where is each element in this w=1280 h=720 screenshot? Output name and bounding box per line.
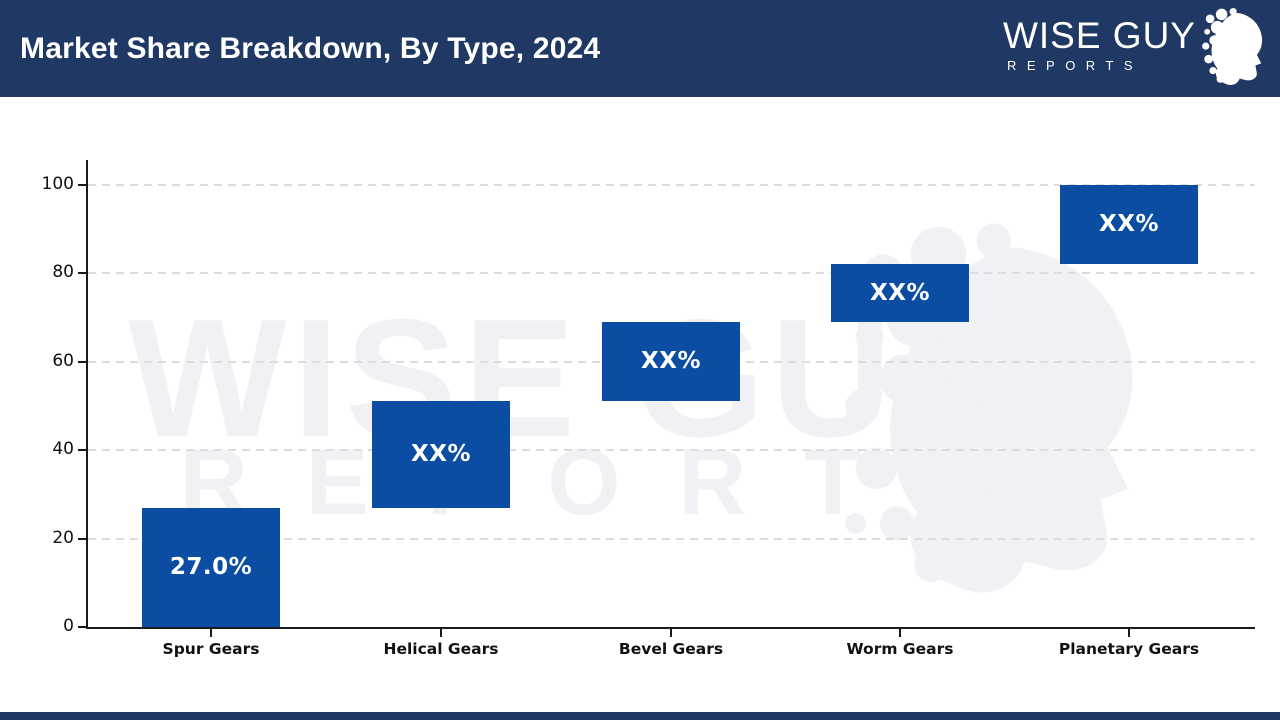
x-axis-tick-3 <box>899 629 901 637</box>
x-axis-tick-1 <box>440 629 442 637</box>
gridline-20 <box>88 537 1255 540</box>
y-axis-tick-40 <box>78 449 86 451</box>
y-axis-label-20: 20 <box>52 527 74 548</box>
x-axis-tick-4 <box>1128 629 1130 637</box>
wise-guy-logo: WISE GUY REPORTS <box>1002 15 1196 73</box>
x-axis-line <box>86 627 1255 629</box>
logo-face-icon <box>1202 7 1263 86</box>
y-axis-tick-100 <box>78 183 86 186</box>
bar-spur-gears: 27.0% <box>142 507 280 627</box>
bar-worm-gears: XX% <box>831 264 969 322</box>
bar-value-label: XX% <box>869 279 930 306</box>
bar-bevel-gears: XX% <box>602 321 740 402</box>
bar-value-label: XX% <box>640 348 701 375</box>
gridline-100 <box>88 183 1255 186</box>
x-axis-tick-2 <box>670 629 672 637</box>
y-axis-line <box>86 160 88 629</box>
x-axis-label-3: Worm Gears <box>846 640 954 658</box>
logo-text-reports: REPORTS <box>1006 57 1144 73</box>
x-axis-label-1: Helical Gears <box>383 640 499 658</box>
y-axis-tick-60 <box>78 360 86 363</box>
gridline-80 <box>88 272 1255 274</box>
y-axis-label-60: 60 <box>52 350 74 371</box>
watermark-face-icon <box>845 223 1133 593</box>
chart-title: Market Share Breakdown, By Type, 2024 <box>20 31 601 65</box>
x-axis-tick-0 <box>210 629 212 637</box>
gridline-40 <box>88 449 1255 451</box>
logo-text-wise-guy: WISE GUY <box>1002 15 1196 56</box>
x-axis-label-2: Bevel Gears <box>618 640 724 658</box>
y-axis-tick-0 <box>78 626 86 628</box>
y-axis-tick-80 <box>78 272 86 274</box>
bar-value-label: XX% <box>1098 211 1159 238</box>
y-axis-label-100: 100 <box>41 173 74 194</box>
y-axis-label-80: 80 <box>52 262 74 282</box>
y-axis-label-40: 40 <box>52 439 74 459</box>
footer-bar <box>0 712 1280 720</box>
y-axis-label-0: 0 <box>63 616 74 636</box>
bar-value-label: 27.0% <box>169 554 253 581</box>
y-axis-tick-20 <box>78 537 86 540</box>
x-axis-label-0: Spur Gears <box>162 640 260 658</box>
bar-planetary-gears: XX% <box>1060 184 1198 265</box>
header-bar: Market Share Breakdown, By Type, 2024 WI… <box>0 0 1280 97</box>
x-axis-label-4: Planetary Gears <box>1058 640 1200 658</box>
bar-helical-gears: XX% <box>372 401 510 508</box>
bar-value-label: XX% <box>410 441 471 468</box>
